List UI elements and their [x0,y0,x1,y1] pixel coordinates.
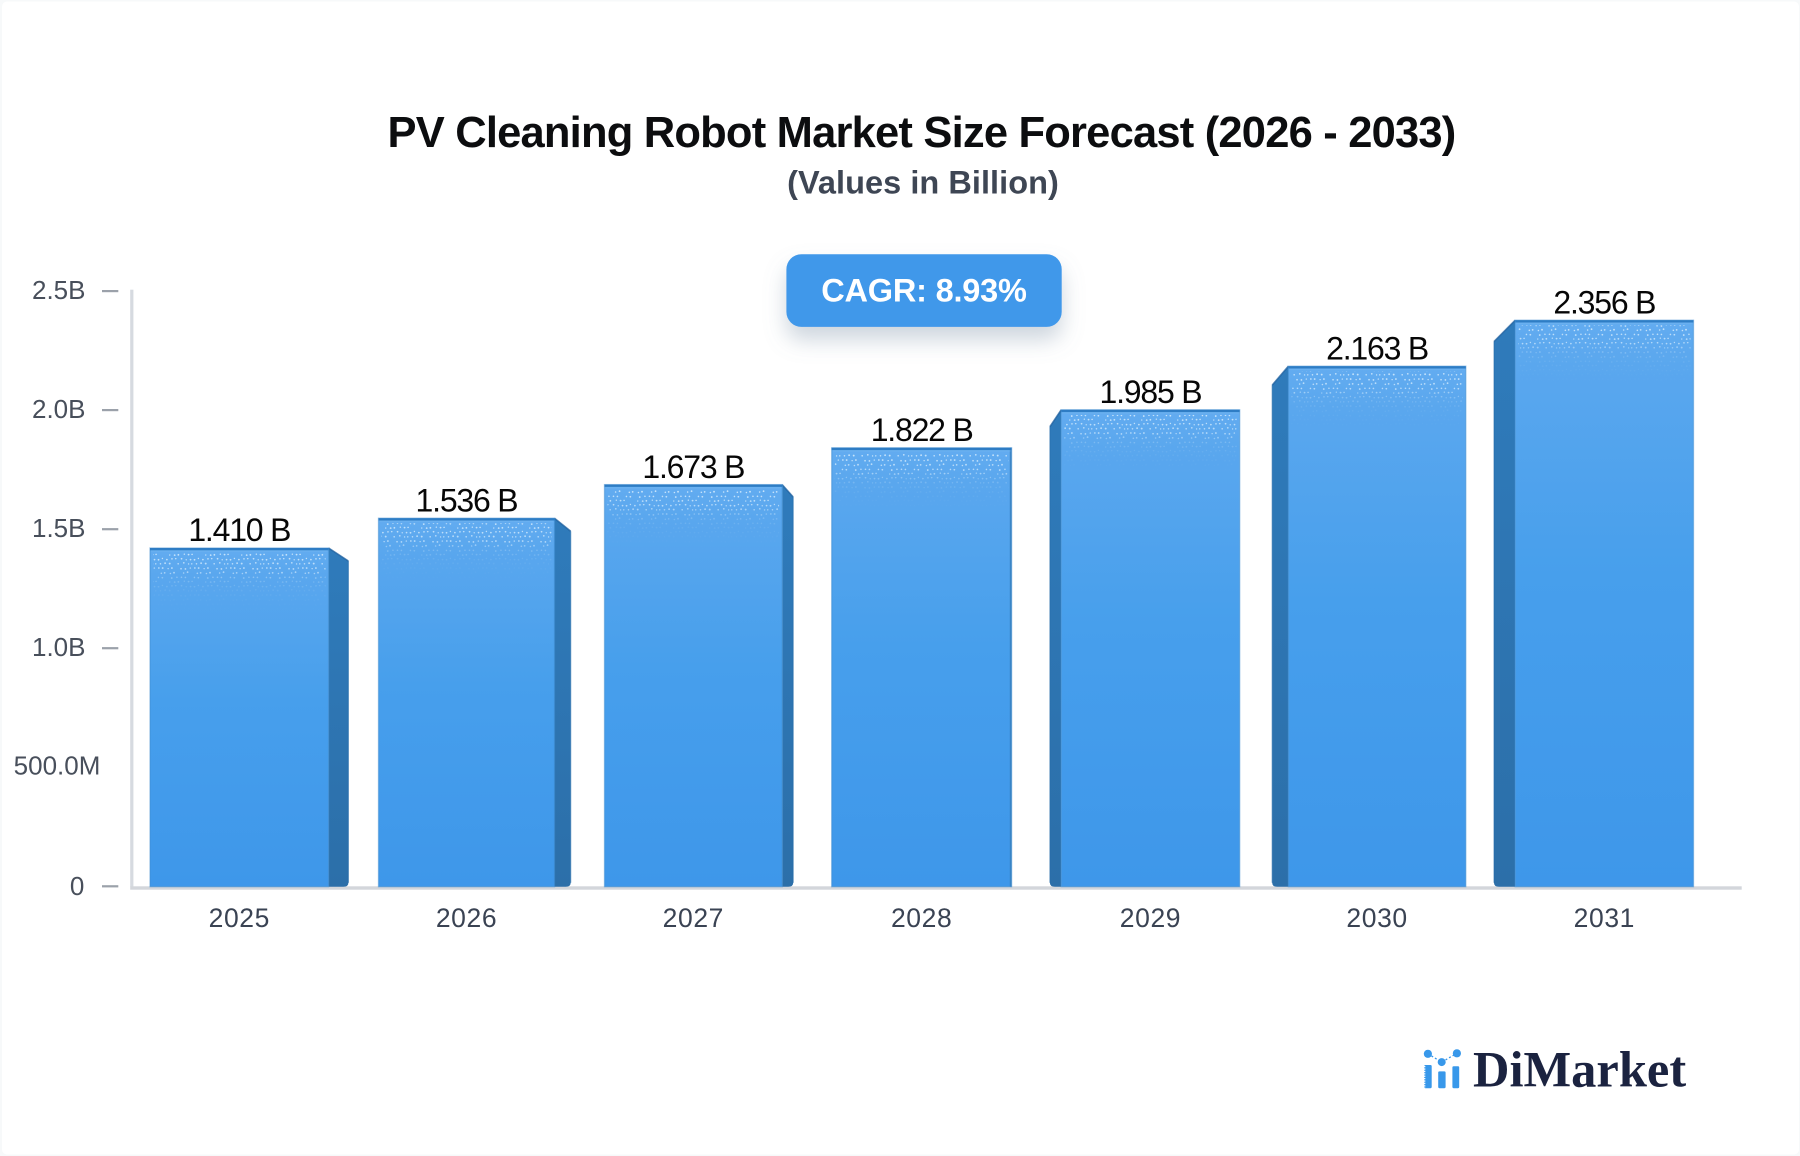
svg-text:500.0M: 500.0M [14,751,101,781]
svg-text:1.822 B: 1.822 B [871,412,973,448]
svg-text:1.985 B: 1.985 B [1099,374,1201,410]
svg-text:2.356 B: 2.356 B [1553,284,1655,320]
svg-text:2.163 B: 2.163 B [1326,330,1428,366]
svg-text:1.5B: 1.5B [32,513,86,543]
svg-text:1.536 B: 1.536 B [416,482,518,518]
svg-text:1.0B: 1.0B [32,632,86,662]
svg-text:1.673 B: 1.673 B [642,449,744,485]
svg-text:2025: 2025 [209,903,270,933]
svg-text:PV Cleaning Robot Market Size: PV Cleaning Robot Market Size Forecast (… [387,109,1455,157]
svg-text:2.5B: 2.5B [32,275,86,305]
svg-text:2030: 2030 [1346,903,1407,933]
svg-text:2026: 2026 [436,903,497,933]
svg-text:DiMarket: DiMarket [1473,1042,1686,1098]
svg-text:2.0B: 2.0B [32,394,86,424]
svg-text:2029: 2029 [1120,903,1181,933]
svg-text:2027: 2027 [663,903,724,933]
svg-text:CAGR: 8.93%: CAGR: 8.93% [821,273,1027,309]
svg-text:2031: 2031 [1574,903,1635,933]
svg-text:2028: 2028 [891,903,952,933]
svg-text:(Values in Billion): (Values in Billion) [787,165,1059,201]
svg-text:1.410 B: 1.410 B [188,512,290,548]
svg-text:0: 0 [70,871,84,901]
